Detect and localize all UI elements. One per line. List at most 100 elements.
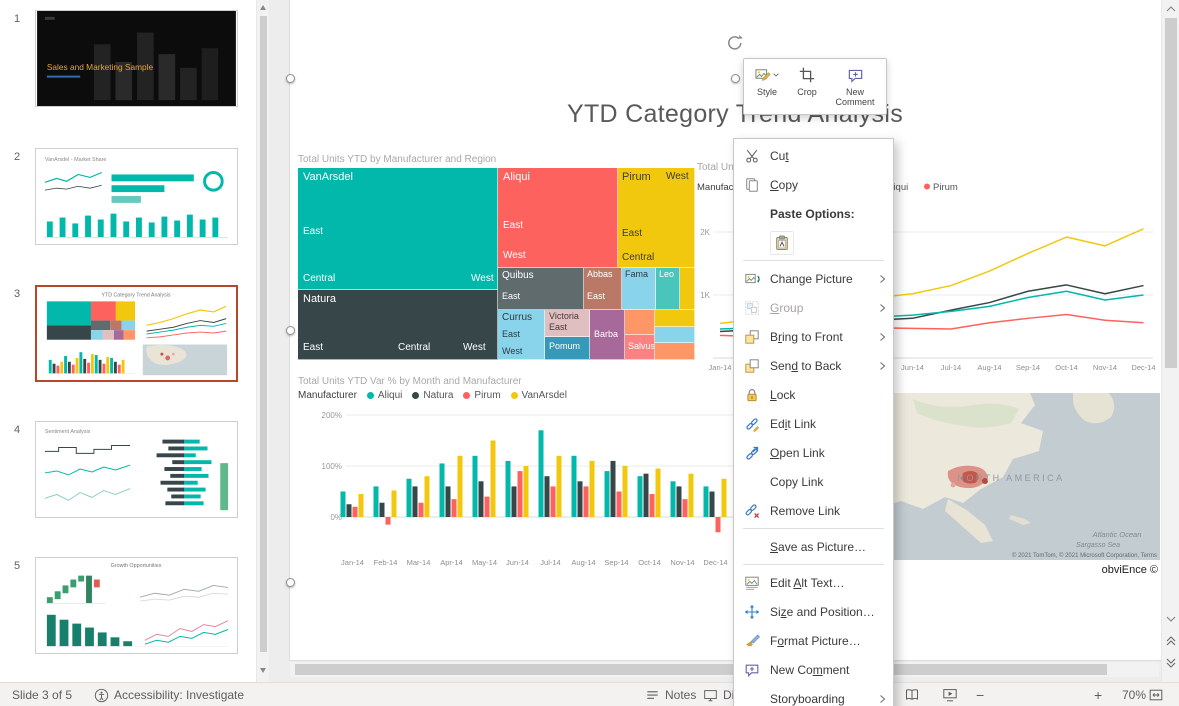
scroll-down-arrow[interactable] <box>260 668 266 673</box>
rotate-handle[interactable] <box>726 33 744 56</box>
menu-item-change-picture[interactable]: Change Picture <box>734 264 893 293</box>
slide-number-3: 3 <box>14 288 21 300</box>
horizontal-scrollbar-thumb[interactable] <box>295 664 1107 675</box>
svg-text:2K: 2K <box>700 228 710 237</box>
style-button[interactable]: Style <box>748 62 786 111</box>
scroll-down-button[interactable] <box>1162 610 1179 628</box>
menu-item-size-and-position[interactable]: Size and Position… <box>734 597 893 626</box>
scroll-up-arrow[interactable] <box>260 5 266 10</box>
menu-item-lock[interactable]: Lock <box>734 380 893 409</box>
svg-text:Jan-14: Jan-14 <box>341 558 364 567</box>
menu-item-format-picture[interactable]: Format Picture… <box>734 626 893 655</box>
menu-item-new-comment[interactable]: New Comment <box>734 655 893 684</box>
thumbnail-scrollbar-thumb[interactable] <box>260 16 267 652</box>
remove-link-icon <box>743 503 761 519</box>
svg-text:YTD Category Trend Analysis: YTD Category Trend Analysis <box>101 293 170 299</box>
legend-item-vanarsdel: VanArsdel <box>510 390 567 401</box>
treemap-block-salvus: Salvus <box>625 335 655 360</box>
menu-item-paste-option-picture[interactable] <box>734 228 893 257</box>
treemap-label: Central <box>622 252 655 263</box>
selection-handle-middle-left[interactable] <box>285 325 295 335</box>
selection-handle-top-left[interactable] <box>285 73 295 83</box>
treemap-label: East <box>303 226 324 237</box>
svg-text:Nov-14: Nov-14 <box>1093 363 1117 372</box>
menu-separator <box>743 564 884 565</box>
menu-item-save-as-picture[interactable]: Save as Picture… <box>734 532 893 561</box>
treemap-label: Aliqui <box>503 171 530 183</box>
slide-thumbnail-4[interactable]: Sentiment Analysis <box>35 421 238 518</box>
zoom-percent[interactable]: 70% <box>1121 688 1146 702</box>
treemap-label: Salvus <box>628 341 655 351</box>
zoom-out-button[interactable]: − <box>976 687 985 703</box>
menu-item-copy[interactable]: Copy <box>734 170 893 199</box>
treemap-block-pirum: Pirum West East Central <box>618 168 695 268</box>
treemap-label: Fama <box>625 269 649 279</box>
vertical-scrollbar[interactable] <box>1161 0 1179 682</box>
new-comment-icon <box>743 662 761 678</box>
slide-picture[interactable]: YTD Category Trend Analysis Total Units … <box>290 78 1161 582</box>
size-position-icon <box>743 604 761 620</box>
previous-slide-button[interactable] <box>1162 632 1179 650</box>
slide-picture-title: YTD Category Trend Analysis <box>566 100 904 128</box>
menu-item-bring-to-front[interactable]: Bring to Front <box>734 322 893 351</box>
treemap-block <box>655 343 695 360</box>
menu-item-cut[interactable]: Cut <box>734 141 893 170</box>
menu-item-storyboarding[interactable]: Storyboarding <box>734 684 893 706</box>
reading-view-button[interactable] <box>904 683 920 706</box>
menu-item-open-link[interactable]: Open Link <box>734 438 893 467</box>
treemap-label: East <box>503 220 524 231</box>
menu-separator <box>743 260 884 261</box>
svg-text:200%: 200% <box>322 411 342 420</box>
notes-icon <box>645 688 660 703</box>
slide-indicator: Slide 3 of 5 <box>12 688 73 702</box>
treemap-label: Currus <box>502 312 533 323</box>
crop-icon <box>799 65 815 85</box>
crop-button[interactable]: Crop <box>788 62 826 111</box>
paste-option-icon[interactable] <box>770 230 794 255</box>
svg-text:Dec-14: Dec-14 <box>1131 363 1155 372</box>
menu-item-group[interactable]: Group <box>734 293 893 322</box>
selection-handle-bottom-left[interactable] <box>285 577 295 587</box>
treemap-label: Pomum <box>549 341 581 351</box>
vertical-scrollbar-thumb[interactable] <box>1165 18 1177 368</box>
fit-to-window-icon <box>1148 687 1164 703</box>
svg-text:Jan-14: Jan-14 <box>709 363 732 372</box>
treemap-visual: VanArsdel East Central West Natura East Centra… <box>298 168 695 360</box>
submenu-arrow-icon <box>880 303 886 312</box>
legend-item-aliqui: Aliqui <box>366 390 402 401</box>
next-slide-button[interactable] <box>1162 654 1179 672</box>
treemap-label: East <box>549 322 568 332</box>
zoom-in-button[interactable]: + <box>1094 687 1103 703</box>
treemap-label: East <box>502 329 521 339</box>
menu-item-copy-link[interactable]: Copy Link <box>734 467 893 496</box>
treemap-label: East <box>622 228 643 239</box>
slide-thumbnail-3[interactable]: YTD Category Trend Analysis <box>35 285 238 382</box>
fit-to-window-button[interactable] <box>1148 683 1164 706</box>
horizontal-scrollbar[interactable] <box>290 662 1159 677</box>
display-settings-icon <box>703 688 718 703</box>
selection-handle-top-center[interactable] <box>730 73 740 83</box>
open-link-icon <box>743 445 761 461</box>
menu-item-edit-link[interactable]: Edit Link <box>734 409 893 438</box>
scroll-up-button[interactable] <box>1162 0 1179 18</box>
slide-thumbnail-5[interactable]: Growth Opportunities <box>35 557 238 654</box>
svg-text:Pirum: Pirum <box>933 182 958 193</box>
treemap-title: Total Units YTD by Manufacturer and Regi… <box>298 154 497 165</box>
menu-item-send-to-back[interactable]: Send to Back <box>734 351 893 380</box>
slide-thumbnail-2[interactable]: VanArsdel - Market Share <box>35 148 238 245</box>
slideshow-button[interactable] <box>942 683 958 706</box>
menu-item-edit-alt-text[interactable]: Edit Alt Text… <box>734 568 893 597</box>
accessibility-button[interactable]: Accessibility: Investigate <box>94 683 244 706</box>
menu-item-remove-link[interactable]: Remove Link <box>734 496 893 525</box>
thumbnail-panel-scrollbar[interactable] <box>256 0 269 682</box>
treemap-label: Abbas <box>587 269 613 279</box>
rotate-icon <box>726 33 744 51</box>
treemap-block-barba: Barba <box>590 310 625 360</box>
treemap-label: East <box>502 291 521 301</box>
legend-title: Manufacturer <box>298 390 357 401</box>
new-comment-toolbar-button[interactable]: New Comment <box>828 62 882 111</box>
notes-button[interactable]: Notes <box>645 683 696 706</box>
change-picture-icon <box>743 271 761 287</box>
slide-thumbnail-1[interactable]: Sales and Marketing Sample <box>35 10 238 107</box>
treemap-label: West <box>503 250 526 261</box>
